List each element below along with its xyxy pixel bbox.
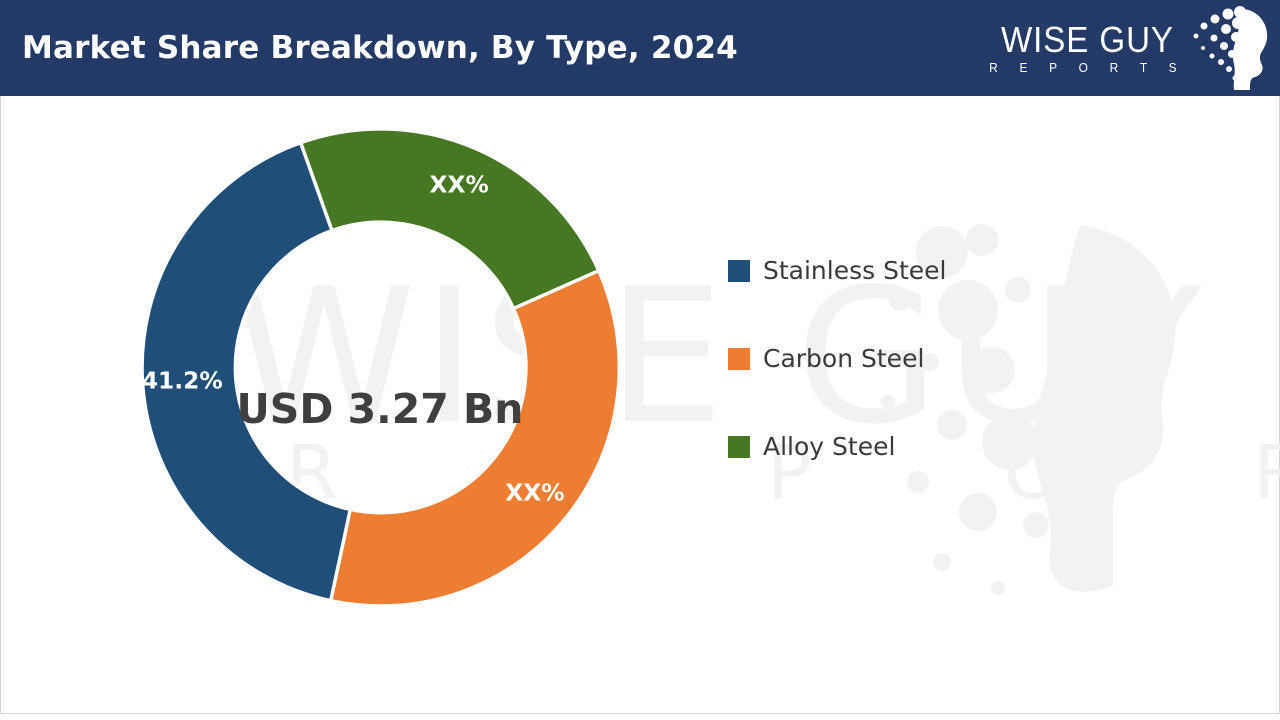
legend-label: Carbon Steel: [763, 344, 925, 373]
legend-item-carbon-steel: Carbon Steel: [728, 344, 946, 373]
chart-legend: Stainless Steel Carbon Steel Alloy Steel: [728, 256, 946, 461]
watermark-face-icon: [881, 224, 1176, 595]
legend-swatch-icon: [728, 347, 750, 370]
donut-segment-stainless-steel: [140, 140, 352, 603]
legend-item-stainless-steel: Stainless Steel: [728, 256, 946, 285]
segment-percent-label: 41.2%: [142, 366, 223, 394]
logo-text: WISE GUY R E P O R T S: [989, 18, 1186, 75]
header-bar: Market Share Breakdown, By Type, 2024 WI…: [0, 0, 1280, 96]
logo-face-icon: [1193, 6, 1268, 90]
donut-segment-carbon-steel: [328, 268, 621, 608]
donut-center-value: USD 3.27 Bn: [236, 385, 524, 433]
legend-item-alloy-steel: Alloy Steel: [728, 432, 946, 461]
segment-percent-label: XX%: [505, 479, 564, 507]
logo-wordmark: WISE GUY: [1001, 18, 1175, 60]
wise-guy-logo: WISE GUY R E P O R T S: [989, 6, 1270, 90]
logo-subtitle: R E P O R T S: [989, 59, 1186, 75]
segment-percent-label: XX%: [429, 171, 488, 199]
legend-swatch-icon: [728, 435, 750, 458]
page-title: Market Share Breakdown, By Type, 2024: [22, 30, 738, 66]
donut-segment-alloy-steel: [298, 127, 601, 311]
legend-swatch-icon: [728, 259, 750, 282]
donut-chart: XX% XX% 41.2%: [140, 127, 621, 608]
legend-label: Stainless Steel: [763, 256, 947, 285]
legend-label: Alloy Steel: [763, 432, 896, 461]
